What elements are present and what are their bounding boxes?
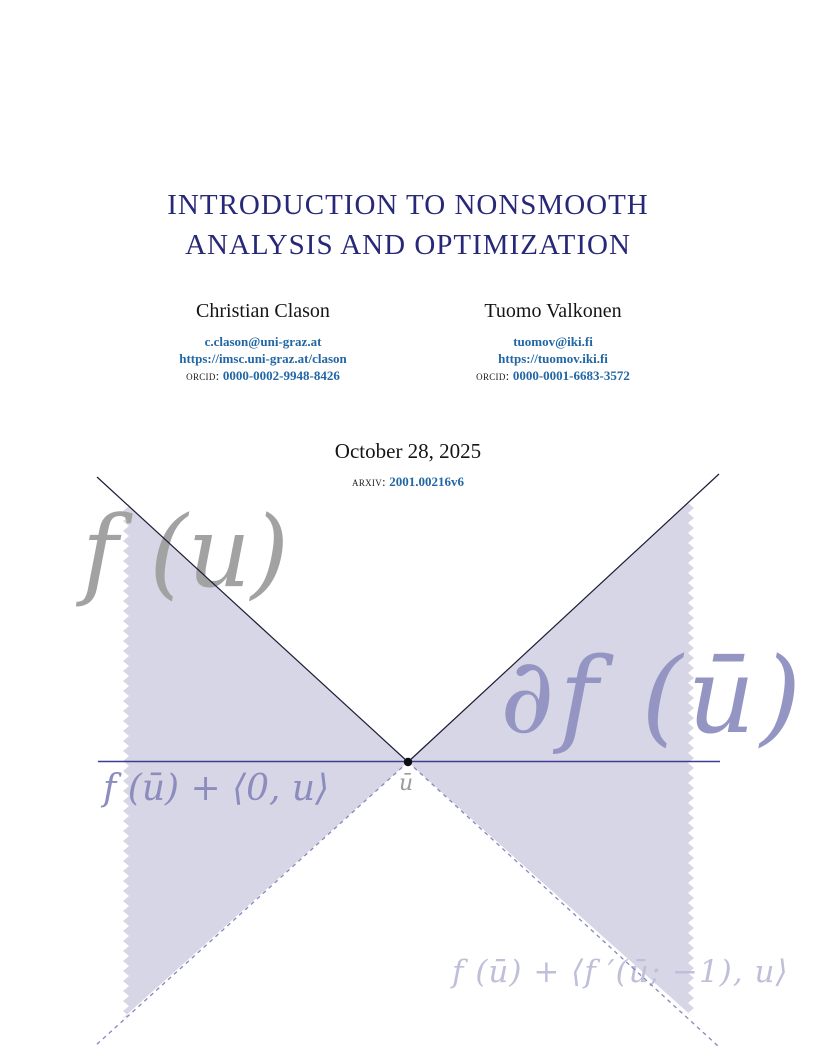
point-marker: [403, 757, 413, 767]
tangent-directional-label: f (ū) + ⟨f ′(ū; −1), u⟩: [450, 954, 789, 990]
tangent-zero-label: f (ū) + ⟨0, u⟩: [100, 768, 329, 809]
author-orcid-link[interactable]: 0000-0002-9948-8426: [222, 368, 340, 383]
author-email-link[interactable]: c.clason@uni-graz.at: [204, 334, 322, 349]
author-orcid-line: orcid: 0000-0002-9948-8426: [118, 368, 408, 385]
author-orcid-line: orcid: 0000-0001-6683-3572: [408, 368, 698, 385]
function-label: f (u): [75, 496, 289, 610]
title-line-1: INTRODUCTION TO NONSMOOTH: [167, 189, 649, 221]
arxiv-line: arxiv: 2001.00216v6: [0, 474, 816, 491]
arxiv-label: arxiv:: [352, 474, 386, 489]
author-tuomo-valkonen: Tuomo Valkonen tuomov@iki.fi https://tuo…: [408, 300, 698, 385]
subdifferential-label: ∂f (ū): [500, 635, 806, 757]
author-email-link[interactable]: tuomov@iki.fi: [513, 334, 593, 349]
author-christian-clason: Christian Clason c.clason@uni-graz.at ht…: [118, 300, 408, 385]
cone-upper-right-line: [407, 473, 720, 763]
author-website-link[interactable]: https://imsc.uni-graz.at/clason: [179, 350, 347, 366]
orcid-label: orcid:: [476, 368, 510, 383]
orcid-label: orcid:: [186, 368, 220, 383]
cone-lower-right-dashed-line: [407, 761, 719, 1047]
author-website-link[interactable]: https://tuomov.iki.fi: [498, 350, 608, 366]
author-orcid-link[interactable]: 0000-0001-6683-3572: [512, 368, 630, 383]
author-name: Tuomo Valkonen: [484, 300, 622, 322]
title-line-2: ANALYSIS AND OPTIMIZATION: [185, 229, 631, 261]
cone-lower-left-dashed-line: [94, 761, 409, 1047]
paper-title: INTRODUCTION TO NONSMOOTH ANALYSIS AND O…: [0, 185, 816, 265]
cone-upper-left-line: [96, 476, 409, 763]
author-name: Christian Clason: [196, 300, 330, 322]
publication-date: October 28, 2025: [334, 439, 482, 463]
arxiv-link[interactable]: 2001.00216v6: [389, 474, 464, 489]
author-block: Christian Clason c.clason@uni-graz.at ht…: [118, 300, 698, 385]
right-shaded-region: [408, 503, 694, 1018]
point-label: ū: [399, 771, 413, 796]
